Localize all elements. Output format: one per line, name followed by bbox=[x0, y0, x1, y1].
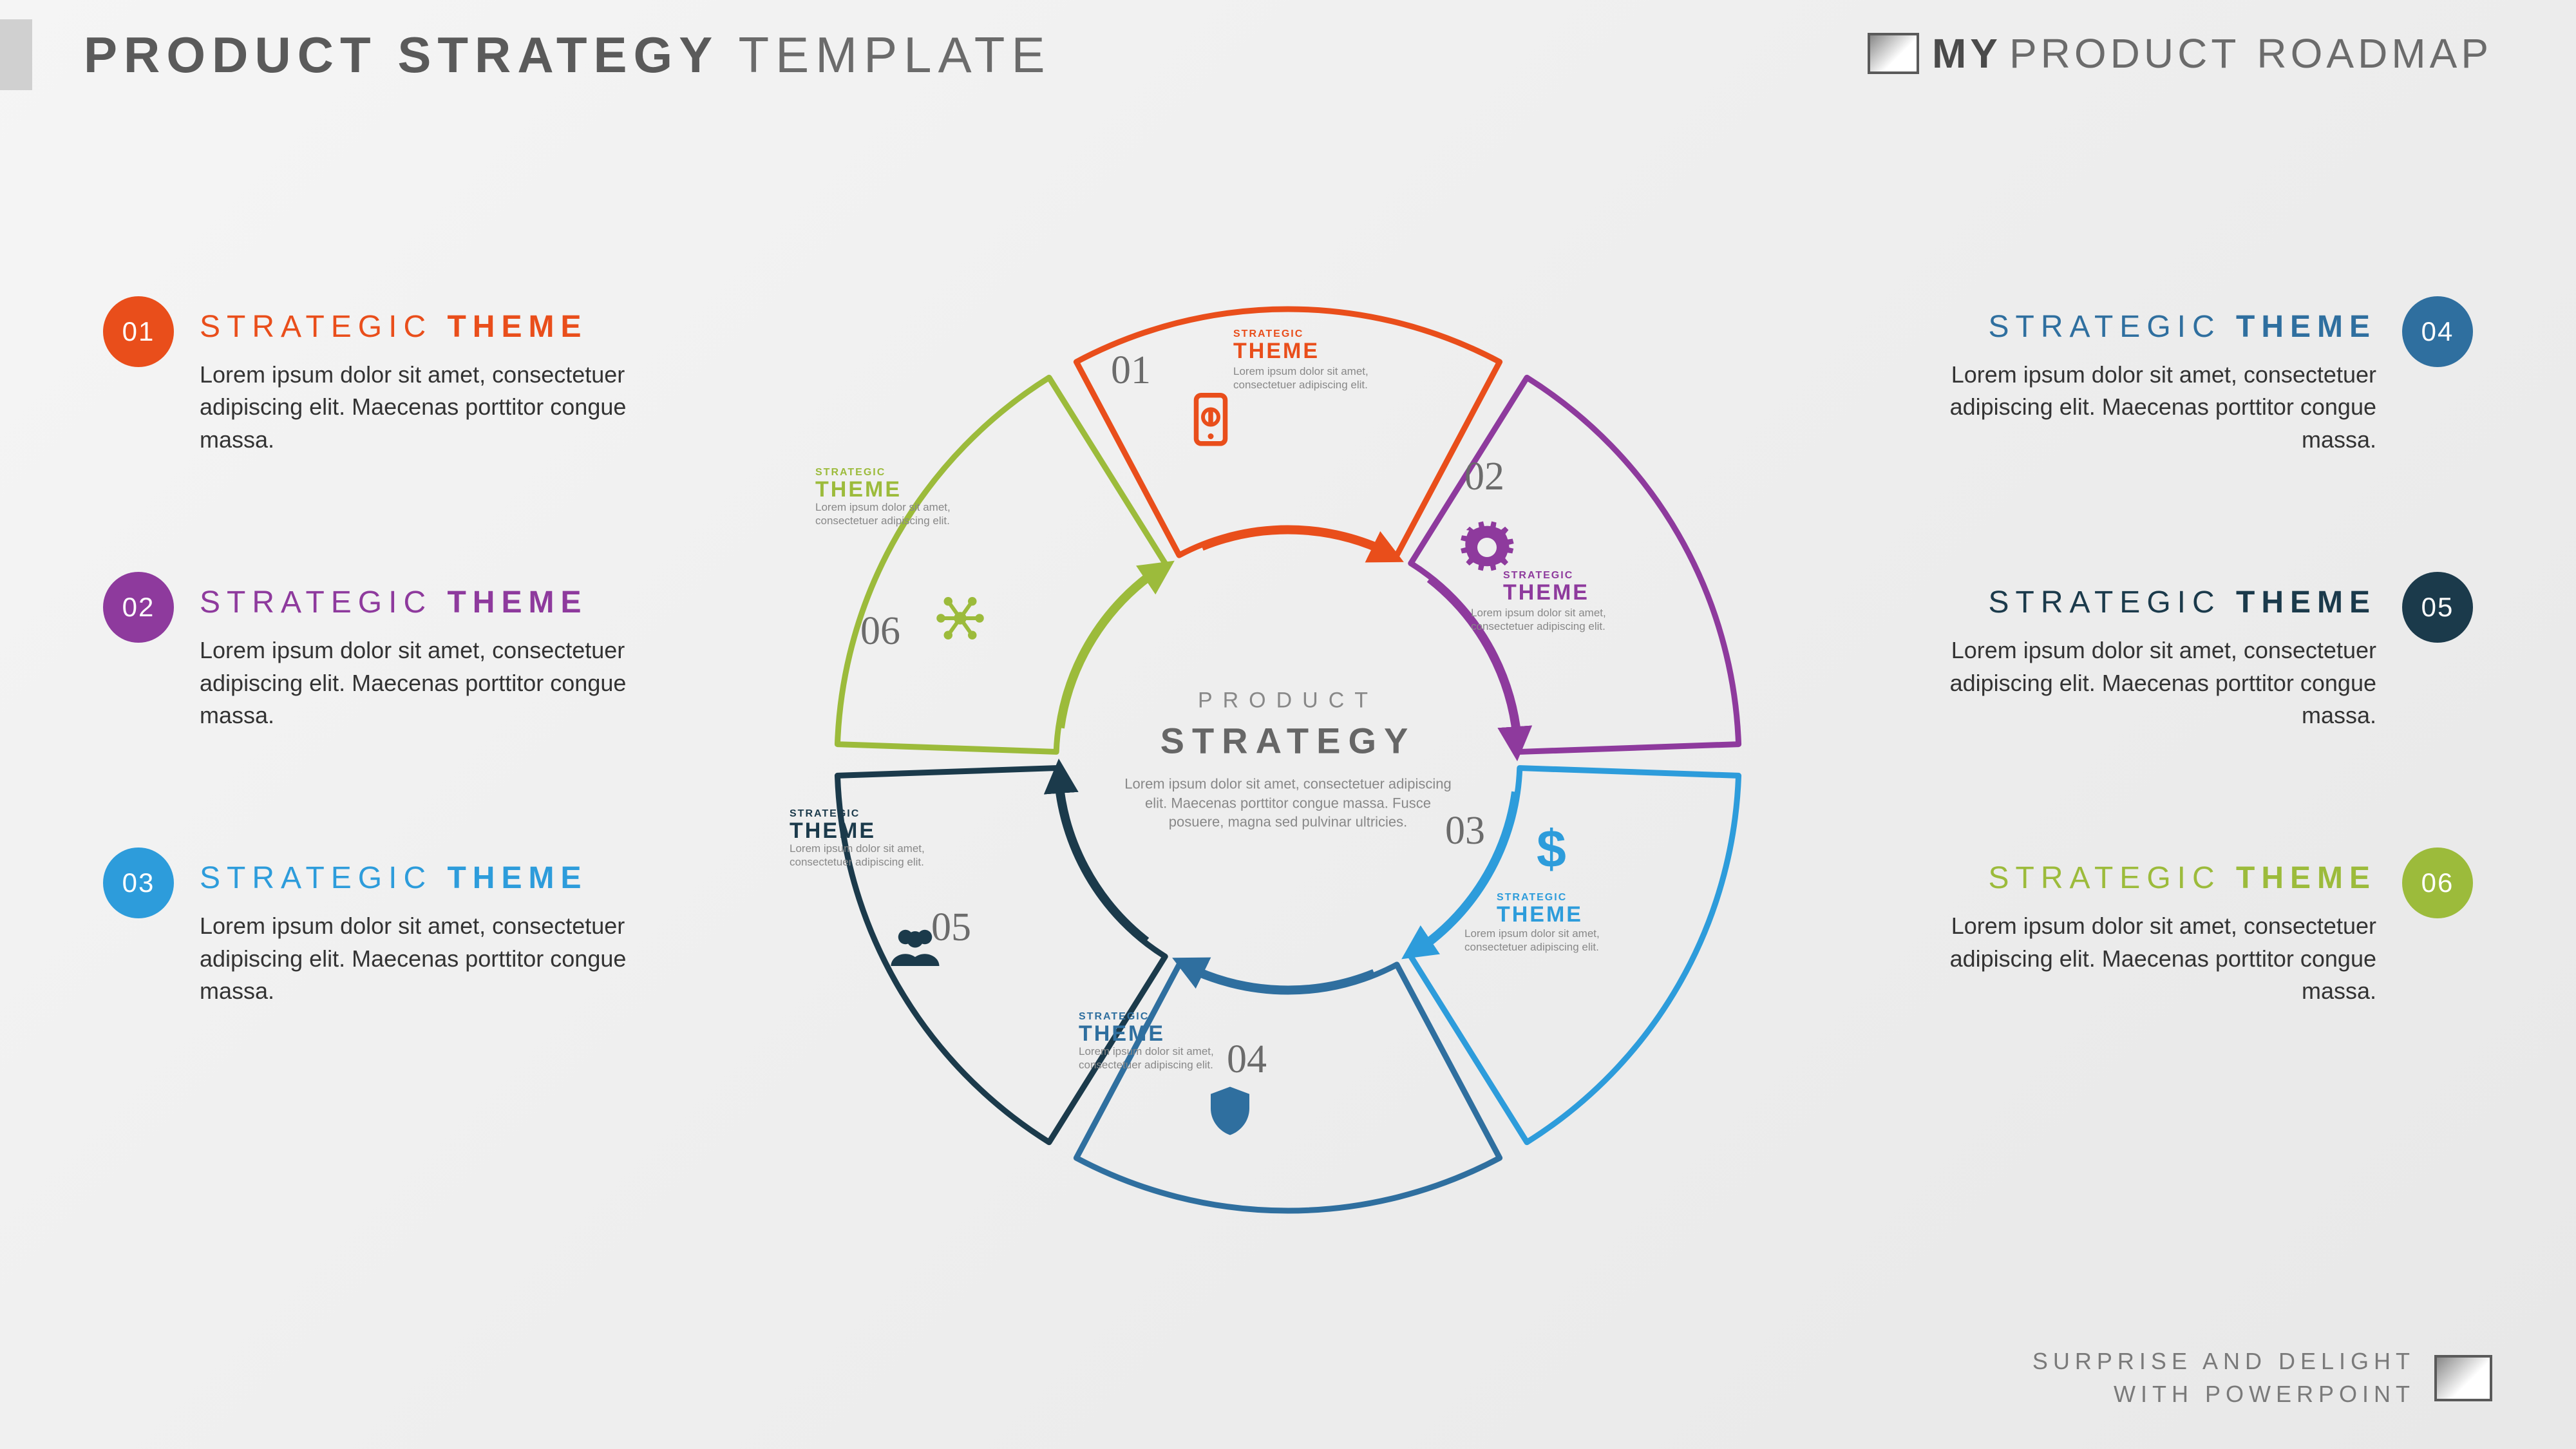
segment-number: 06 bbox=[860, 609, 900, 654]
segment-desc: Lorem ipsum dolor sit amet, consectetuer… bbox=[1471, 606, 1625, 634]
theme-desc-3: Lorem ipsum dolor sit amet, consectetuer… bbox=[200, 910, 657, 1007]
theme-badge-3: 03 bbox=[103, 848, 174, 918]
touch-icon bbox=[1182, 393, 1240, 451]
segment-label: THEME bbox=[1503, 580, 1645, 605]
hub-subtitle: PRODUCT bbox=[1121, 688, 1455, 713]
segment-number: 01 bbox=[1111, 348, 1151, 393]
users-icon bbox=[886, 918, 944, 976]
theme-desc-6: Lorem ipsum dolor sit amet, consectetuer… bbox=[1919, 910, 2376, 1007]
theme-item-6: 06 STRATEGIC THEME Lorem ipsum dolor sit… bbox=[1919, 848, 2473, 1007]
segment-desc: Lorem ipsum dolor sit amet, consectetuer… bbox=[1079, 1045, 1233, 1072]
theme-title-6a: STRATEGIC bbox=[1989, 861, 2236, 895]
footer: SURPRISE AND DELIGHT WITH POWERPOINT bbox=[2032, 1345, 2492, 1410]
hub-title: STRATEGY bbox=[1121, 719, 1455, 761]
right-column: 04 STRATEGIC THEME Lorem ipsum dolor sit… bbox=[1919, 296, 2473, 1008]
theme-title-2a: STRATEGIC bbox=[200, 585, 447, 620]
page-title: PRODUCT STRATEGY TEMPLATE bbox=[84, 26, 1051, 84]
theme-item-5: 05 STRATEGIC THEME Lorem ipsum dolor sit… bbox=[1919, 572, 2473, 732]
segment-desc: Lorem ipsum dolor sit amet, consectetuer… bbox=[1233, 365, 1388, 392]
theme-badge-4: 04 bbox=[2402, 296, 2473, 367]
brand-my: MY bbox=[1932, 30, 2002, 77]
brand-roadmap: ROADMAP bbox=[2257, 30, 2492, 77]
page-title-bold: PRODUCT STRATEGY bbox=[84, 26, 719, 83]
segment-label: THEME bbox=[815, 477, 957, 502]
page-title-light: TEMPLATE bbox=[719, 26, 1051, 83]
dollar-icon: $ bbox=[1522, 821, 1580, 879]
theme-item-1: 01 STRATEGIC THEME Lorem ipsum dolor sit… bbox=[103, 296, 657, 456]
brand-logo: MY PRODUCT ROADMAP bbox=[1868, 30, 2492, 77]
segment-label: THEME bbox=[1079, 1021, 1220, 1046]
theme-desc-2: Lorem ipsum dolor sit amet, consectetuer… bbox=[200, 634, 657, 732]
theme-title-4a: STRATEGIC bbox=[1989, 310, 2236, 344]
theme-title-5b: THEME bbox=[2236, 585, 2376, 620]
segment-desc: Lorem ipsum dolor sit amet, consectetuer… bbox=[815, 500, 970, 528]
cycle-diagram: PRODUCT STRATEGY Lorem ipsum dolor sit a… bbox=[805, 277, 1771, 1243]
theme-desc-5: Lorem ipsum dolor sit amet, consectetuer… bbox=[1919, 634, 2376, 732]
theme-title-3b: THEME bbox=[447, 861, 587, 895]
theme-item-4: 04 STRATEGIC THEME Lorem ipsum dolor sit… bbox=[1919, 296, 2473, 456]
theme-title-2b: THEME bbox=[447, 585, 587, 620]
theme-title-6b: THEME bbox=[2236, 861, 2376, 895]
theme-title-1a: STRATEGIC bbox=[200, 310, 447, 344]
diagram-hub: PRODUCT STRATEGY Lorem ipsum dolor sit a… bbox=[1121, 688, 1455, 831]
theme-title-1b: THEME bbox=[447, 310, 587, 344]
theme-badge-6: 06 bbox=[2402, 848, 2473, 918]
left-column: 01 STRATEGIC THEME Lorem ipsum dolor sit… bbox=[103, 296, 657, 1008]
monitor-icon bbox=[2434, 1355, 2492, 1401]
accent-bar bbox=[0, 19, 32, 90]
hub-desc: Lorem ipsum dolor sit amet, consectetuer… bbox=[1121, 774, 1455, 831]
segment-label: THEME bbox=[1497, 902, 1638, 927]
hub-icon bbox=[931, 589, 989, 647]
theme-badge-5: 05 bbox=[2402, 572, 2473, 643]
theme-item-3: 03 STRATEGIC THEME Lorem ipsum dolor sit… bbox=[103, 848, 657, 1007]
theme-title-4b: THEME bbox=[2236, 310, 2376, 344]
footer-line2: WITH POWERPOINT bbox=[2032, 1378, 2415, 1410]
footer-line1: SURPRISE AND DELIGHT bbox=[2032, 1345, 2415, 1378]
segment-desc: Lorem ipsum dolor sit amet, consectetuer… bbox=[790, 842, 944, 869]
theme-title-5a: STRATEGIC bbox=[1989, 585, 2236, 620]
segment-label: THEME bbox=[790, 819, 931, 844]
theme-desc-4: Lorem ipsum dolor sit amet, consectetuer… bbox=[1919, 359, 2376, 456]
shield-icon bbox=[1201, 1082, 1259, 1140]
monitor-icon bbox=[1868, 33, 1919, 74]
theme-item-2: 02 STRATEGIC THEME Lorem ipsum dolor sit… bbox=[103, 572, 657, 732]
theme-title-3a: STRATEGIC bbox=[200, 861, 447, 895]
segment-label: THEME bbox=[1233, 339, 1375, 364]
segment-desc: Lorem ipsum dolor sit amet, consectetuer… bbox=[1464, 927, 1619, 954]
theme-badge-1: 01 bbox=[103, 296, 174, 367]
segment-number: 02 bbox=[1464, 454, 1504, 500]
theme-badge-2: 02 bbox=[103, 572, 174, 643]
svg-text:$: $ bbox=[1537, 821, 1566, 878]
gear-icon bbox=[1458, 518, 1516, 576]
theme-desc-1: Lorem ipsum dolor sit amet, consectetuer… bbox=[200, 359, 657, 456]
brand-product: PRODUCT bbox=[2009, 30, 2240, 77]
segment-number: 03 bbox=[1445, 808, 1485, 854]
